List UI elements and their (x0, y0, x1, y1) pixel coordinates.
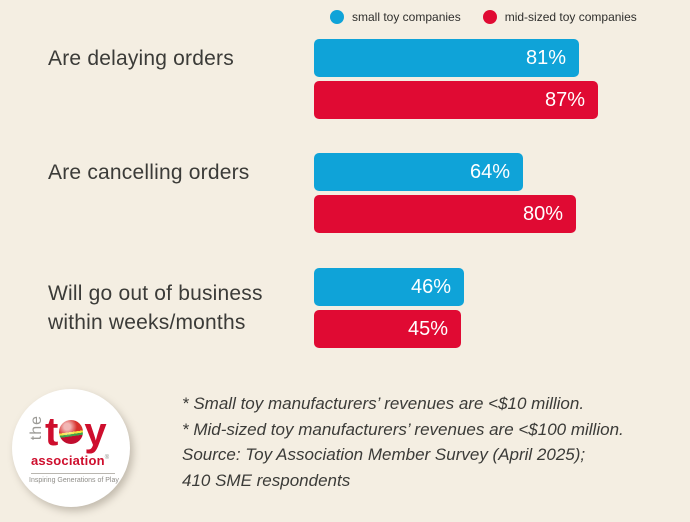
bar-midsized-delaying: 87% (314, 81, 598, 119)
bar-value-label: 64% (469, 160, 510, 183)
footnotes: * Small toy manufacturers’ revenues are … (182, 391, 624, 493)
bar-midsized-out-of-business: 45% (314, 310, 461, 348)
legend-dot-red-icon (482, 10, 497, 24)
toy-ball-icon (59, 420, 84, 444)
logo-association-text: association® (31, 453, 110, 468)
bar-small-cancelling: 64% (314, 153, 523, 191)
legend-item-small-toy: small toy companies (330, 10, 461, 24)
bar-midsized-cancelling: 80% (314, 195, 576, 233)
legend-dot-blue-icon (330, 10, 344, 24)
bar-value-label: 81% (525, 46, 566, 69)
bar-value-label: 46% (410, 275, 451, 298)
category-label-cancelling-orders: Are cancelling orders (48, 160, 250, 184)
category-label-delaying-orders: Are delaying orders (48, 46, 234, 70)
registered-trademark-icon: ® (104, 455, 110, 461)
bar-small-out-of-business: 46% (314, 268, 464, 306)
bar-value-label: 87% (544, 88, 585, 111)
bar-value-label: 45% (407, 317, 448, 340)
logo-tagline: Inspiring Generations of Play (29, 477, 119, 484)
legend-label-small-toy: small toy companies (352, 10, 461, 24)
legend-label-mid-sized-toy: mid-sized toy companies (504, 10, 637, 24)
chart-legend: small toy companies mid-sized toy compan… (330, 10, 637, 24)
logo-divider (31, 473, 115, 474)
logo-toy-t: t (45, 410, 59, 454)
footnote-midsized-definition: * Mid-sized toy manufacturers’ revenues … (182, 419, 624, 439)
bar-small-delaying: 81% (314, 39, 579, 77)
footnote-respondents: 410 SME respondents (182, 470, 351, 490)
category-label-out-of-business: Will go out of business within weeks/mon… (48, 282, 263, 334)
logo-the-text: the (28, 415, 45, 441)
footnote-source: Source: Toy Association Member Survey (A… (182, 445, 586, 464)
footnote-small-definition: * Small toy manufacturers’ revenues are … (182, 394, 585, 413)
legend-item-mid-sized-toy: mid-sized toy companies (482, 10, 637, 24)
bar-value-label: 80% (522, 202, 563, 225)
logo-toy-y: y (84, 410, 107, 454)
